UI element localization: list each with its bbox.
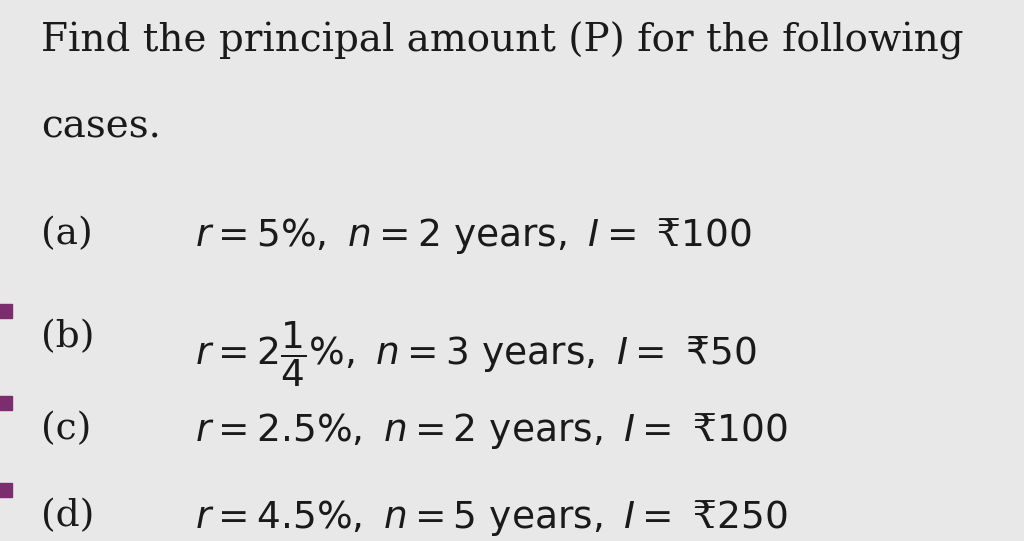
Text: $r = 4.5\%,\ n = 5\ \mathrm{years},\ I =$ ₹$250$: $r = 4.5\%,\ n = 5\ \mathrm{years},\ I =… — [195, 498, 787, 538]
Text: $r = 5\%,\ n = 2\ \mathrm{years},\ I =$ ₹$100$: $r = 5\%,\ n = 2\ \mathrm{years},\ I =$ … — [195, 216, 752, 256]
Text: (a): (a) — [41, 216, 93, 253]
Text: Find the principal amount (P) for the following: Find the principal amount (P) for the fo… — [41, 22, 964, 60]
Text: $r = 2.5\%,\ n = 2\ \mathrm{years},\ I =$ ₹$100$: $r = 2.5\%,\ n = 2\ \mathrm{years},\ I =… — [195, 411, 787, 451]
Text: (c): (c) — [41, 411, 91, 447]
Text: (b): (b) — [41, 319, 94, 355]
Text: $r = 2\dfrac{1}{4}\%,\ n = 3\ \mathrm{years},\ I =$ ₹$50$: $r = 2\dfrac{1}{4}\%,\ n = 3\ \mathrm{ye… — [195, 319, 756, 389]
Text: (d): (d) — [41, 498, 94, 534]
Text: cases.: cases. — [41, 108, 161, 145]
